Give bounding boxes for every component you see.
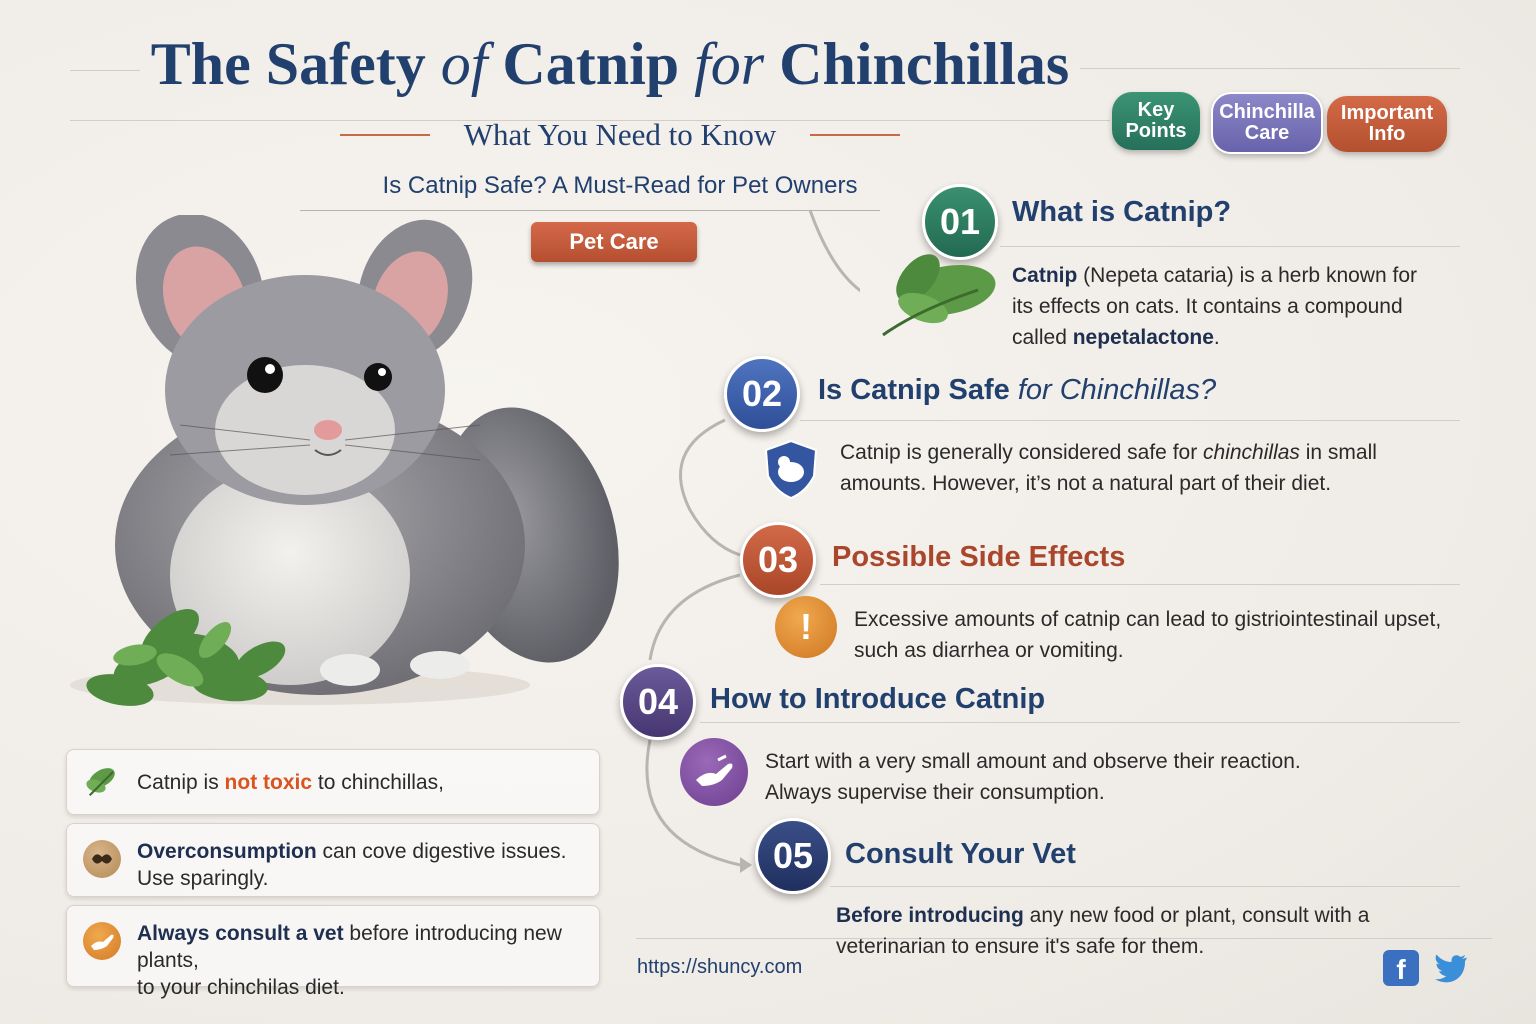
divider xyxy=(820,584,1460,585)
tip-text: Always consult a vet before introducing … xyxy=(137,922,562,999)
step-1-title: What is Catnip? xyxy=(1012,196,1232,228)
divider xyxy=(300,210,880,211)
facebook-icon[interactable]: f xyxy=(1383,950,1419,986)
hand-icon xyxy=(680,738,748,806)
key-points-badge[interactable]: Key Points xyxy=(1112,92,1200,150)
step-1-text: Catnip (Nepeta cataria) is a herb known … xyxy=(1012,264,1417,349)
twitter-icon[interactable] xyxy=(1432,950,1468,986)
divider xyxy=(70,120,1110,121)
step-2-number: 02 xyxy=(724,356,800,432)
step-3-title: Possible Side Effects xyxy=(832,541,1126,573)
divider xyxy=(70,70,140,71)
tip-card: Always consult a vet before introducing … xyxy=(66,905,600,999)
warning-icon: ! xyxy=(775,596,837,658)
gut-icon xyxy=(83,840,121,878)
step-3-text: Excessive amounts of catnip can lead to … xyxy=(854,608,1442,662)
leaf-icon xyxy=(882,254,996,337)
shield-icon xyxy=(764,439,818,500)
subtitle: What You Need to Know xyxy=(463,117,777,152)
step-4-title: How to Introduce Catnip xyxy=(710,683,1046,715)
question-heading: Is Catnip Safe? A Must-Read for Pet Owne… xyxy=(382,172,858,199)
divider xyxy=(830,886,1460,887)
source-link[interactable]: https://shuncy.com xyxy=(637,956,803,978)
step-2-text: Catnip is generally considered safe for … xyxy=(840,441,1377,495)
divider xyxy=(700,722,1460,723)
chinchilla-illustration xyxy=(70,215,619,706)
hand-icon xyxy=(83,922,121,960)
connector-path xyxy=(645,209,860,873)
pet-care-button[interactable]: Pet Care xyxy=(531,222,697,262)
page-title: The Safety of Catnip for Chinchillas xyxy=(150,31,1070,97)
step-5-title: Consult Your Vet xyxy=(845,838,1076,870)
step-4-text: Start with a very small amount and obser… xyxy=(765,750,1301,804)
tip-card: Overconsumption can cove digestive issue… xyxy=(66,823,600,897)
tip-card: Catnip is not toxic to chinchillas, xyxy=(66,749,600,815)
step-5-text: Before introducing any new food or plant… xyxy=(836,904,1370,958)
important-info-badge[interactable]: Important Info xyxy=(1327,96,1447,152)
step-3-number: 03 xyxy=(740,522,816,598)
step-2-title: Is Catnip Safe for Chinchillas? xyxy=(818,374,1217,406)
divider xyxy=(1080,68,1460,69)
chinchilla-care-badge[interactable]: Chinchilla Care xyxy=(1211,92,1323,154)
tip-text: Overconsumption can cove digestive issue… xyxy=(137,840,567,890)
divider xyxy=(636,938,1492,939)
step-1-number: 01 xyxy=(922,184,998,260)
step-5-number: 05 xyxy=(755,818,831,894)
subtitle-dash xyxy=(340,134,430,136)
subtitle-dash xyxy=(810,134,900,136)
divider xyxy=(800,420,1460,421)
tip-text: Catnip is not toxic to chinchillas, xyxy=(137,771,444,794)
divider xyxy=(1000,246,1460,247)
leaf-icon xyxy=(86,768,115,797)
step-4-number: 04 xyxy=(620,664,696,740)
